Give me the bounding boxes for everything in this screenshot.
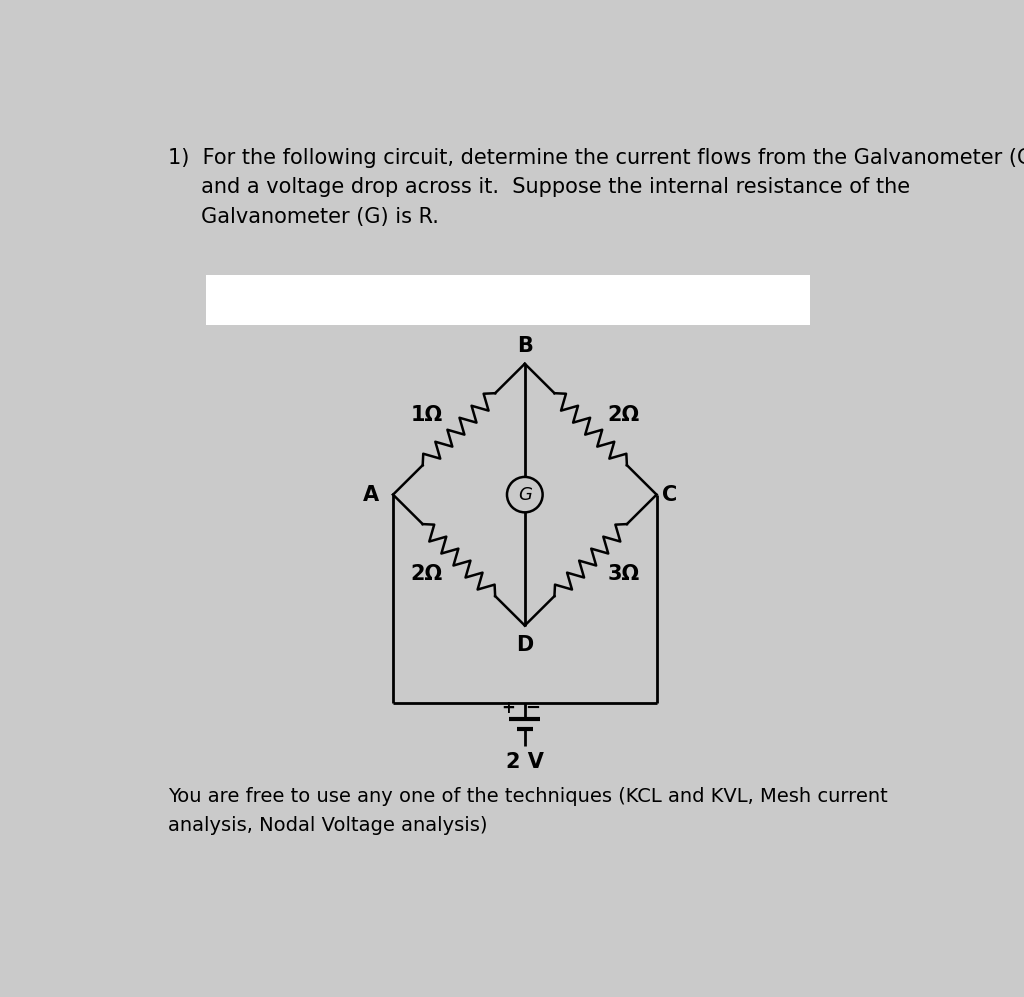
Text: D: D (516, 635, 534, 655)
Text: −: − (525, 699, 540, 717)
Text: +: + (501, 699, 515, 717)
Text: Galvanometer (G) is R.: Galvanometer (G) is R. (168, 206, 439, 226)
Text: 2Ω: 2Ω (607, 406, 639, 426)
Text: 1)  For the following circuit, determine the current flows from the Galvanometer: 1) For the following circuit, determine … (168, 149, 1024, 168)
Text: and a voltage drop across it.  Suppose the internal resistance of the: and a voltage drop across it. Suppose th… (168, 177, 910, 197)
Text: A: A (362, 485, 379, 504)
Text: 2Ω: 2Ω (411, 564, 442, 584)
Text: C: C (663, 485, 678, 504)
Text: B: B (517, 336, 532, 356)
Text: 2 V: 2 V (506, 752, 544, 772)
Text: 3Ω: 3Ω (607, 564, 639, 584)
Text: 1Ω: 1Ω (411, 406, 442, 426)
Text: G: G (518, 486, 531, 503)
Text: analysis, Nodal Voltage analysis): analysis, Nodal Voltage analysis) (168, 817, 487, 835)
FancyBboxPatch shape (206, 275, 810, 325)
Text: You are free to use any one of the techniques (KCL and KVL, Mesh current: You are free to use any one of the techn… (168, 788, 888, 807)
